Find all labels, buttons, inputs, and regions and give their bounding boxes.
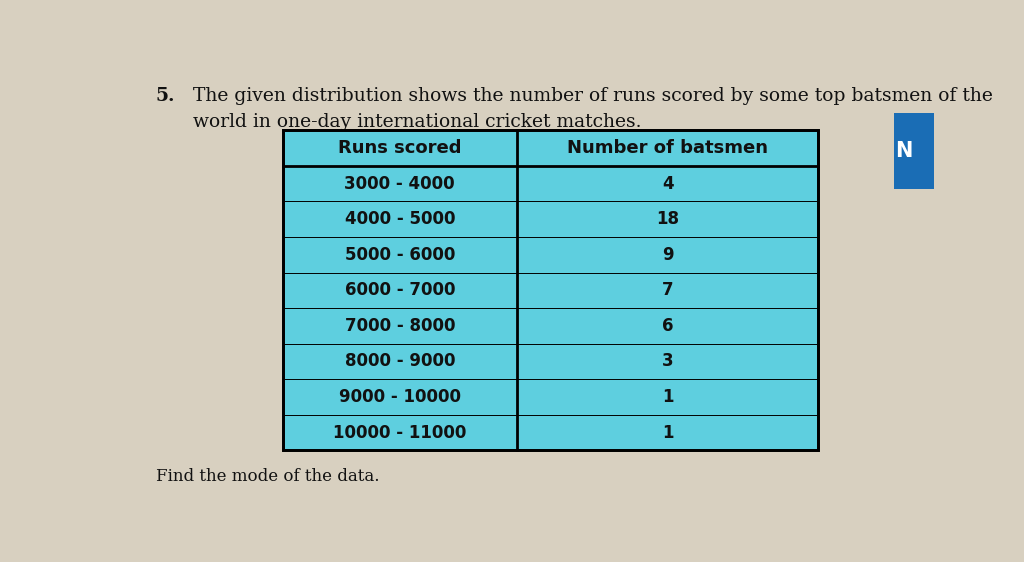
Text: Find the mode of the data.: Find the mode of the data. — [156, 468, 379, 484]
Text: N: N — [895, 140, 912, 161]
Text: 18: 18 — [656, 210, 679, 228]
Text: Runs scored: Runs scored — [338, 139, 462, 157]
Bar — [283, 130, 818, 450]
Text: The given distribution shows the number of runs scored by some top batsmen of th: The given distribution shows the number … — [194, 87, 993, 105]
Text: Number of batsmen: Number of batsmen — [567, 139, 768, 157]
Text: 7: 7 — [662, 282, 674, 300]
Text: 9: 9 — [662, 246, 674, 264]
Text: 9000 - 10000: 9000 - 10000 — [339, 388, 461, 406]
Text: 4: 4 — [662, 175, 674, 193]
Text: 1: 1 — [662, 388, 674, 406]
Text: 8000 - 9000: 8000 - 9000 — [344, 352, 455, 370]
Text: 4000 - 5000: 4000 - 5000 — [344, 210, 455, 228]
Text: 10000 - 11000: 10000 - 11000 — [333, 424, 467, 442]
Bar — [283, 130, 818, 450]
Text: 6: 6 — [662, 317, 674, 335]
Text: 5000 - 6000: 5000 - 6000 — [345, 246, 455, 264]
Text: 3000 - 4000: 3000 - 4000 — [344, 175, 455, 193]
Text: 6000 - 7000: 6000 - 7000 — [344, 282, 455, 300]
Text: 7000 - 8000: 7000 - 8000 — [344, 317, 455, 335]
Bar — [894, 113, 934, 189]
Text: 1: 1 — [662, 424, 674, 442]
Text: 3: 3 — [662, 352, 674, 370]
Text: 5.: 5. — [156, 87, 175, 105]
Text: world in one-day international cricket matches.: world in one-day international cricket m… — [194, 113, 642, 131]
